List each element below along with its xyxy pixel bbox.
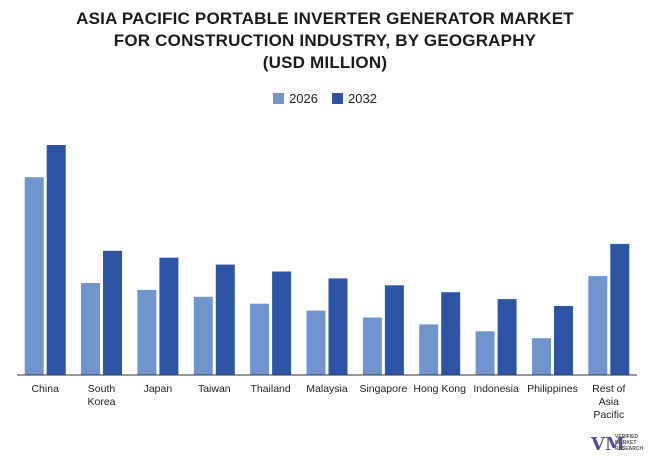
logo-line-1: VERIFIED bbox=[615, 434, 639, 440]
x-tick-label: Malaysia bbox=[306, 383, 348, 395]
x-tick-label: Hong Kong bbox=[413, 383, 466, 395]
legend-swatch-2026 bbox=[273, 93, 285, 104]
bar-2026-malaysia bbox=[306, 310, 326, 375]
x-tick-label: China bbox=[31, 383, 59, 395]
legend-label-2032: 2032 bbox=[348, 91, 377, 106]
bar-2032-taiwan bbox=[215, 264, 235, 375]
legend-item-2026: 2026 bbox=[273, 91, 318, 106]
legend-item-2032: 2032 bbox=[332, 91, 377, 106]
bar-2026-rest-of-asia-pacific bbox=[588, 276, 608, 375]
bar-2032-malaysia bbox=[328, 278, 348, 375]
x-tick-label: Philippines bbox=[527, 383, 578, 395]
bar-2026-philippines bbox=[532, 338, 551, 375]
bar-2032-hong-kong bbox=[441, 292, 461, 375]
legend-swatch-2032 bbox=[332, 93, 343, 104]
chart-title: ASIA PACIFIC PORTABLE INVERTER GENERATOR… bbox=[0, 8, 650, 74]
bar-2026-indonesia bbox=[475, 331, 495, 375]
bar-2026-taiwan bbox=[193, 296, 213, 375]
bar-2032-south-korea bbox=[103, 250, 122, 375]
bar-2032-indonesia bbox=[497, 299, 517, 375]
chart-title-line-2: FOR CONSTRUCTION INDUSTRY, BY GEOGRAPHY bbox=[113, 31, 537, 50]
logo-mark-icon: VM bbox=[591, 434, 625, 455]
bar-2032-singapore bbox=[384, 285, 404, 375]
bar-2026-thailand bbox=[250, 303, 270, 375]
logo-line-2: MARKET bbox=[615, 440, 637, 446]
x-tick-label: Indonesia bbox=[473, 383, 519, 395]
bar-2032-thailand bbox=[272, 271, 292, 375]
bar-2026-china bbox=[24, 177, 44, 375]
chart-title-line-3: (USD MILLION) bbox=[262, 53, 388, 72]
brand-logo: VM VERIFIED MARKET RESEARCH bbox=[591, 432, 649, 458]
bar-2026-south-korea bbox=[81, 283, 100, 375]
bar-2032-china bbox=[46, 145, 66, 375]
logo-line-3: RESEARCH bbox=[615, 446, 644, 452]
bar-2026-singapore bbox=[362, 317, 382, 375]
x-tick-label: Taiwan bbox=[198, 383, 231, 395]
x-tick-label: Japan bbox=[144, 383, 173, 395]
x-tick-label: Rest of Asia Pacific bbox=[592, 383, 625, 421]
bar-2026-japan bbox=[137, 289, 157, 375]
bar-2032-rest-of-asia-pacific bbox=[610, 243, 630, 375]
bar-2032-japan bbox=[159, 257, 179, 375]
x-tick-label: South Korea bbox=[87, 383, 115, 408]
logo-text: VERIFIED MARKET RESEARCH bbox=[615, 434, 643, 452]
legend-label-2026: 2026 bbox=[289, 91, 318, 106]
bar-2026-hong-kong bbox=[419, 324, 439, 375]
chart-legend: 2026 2032 bbox=[0, 91, 650, 106]
x-tick-label: Singapore bbox=[359, 383, 407, 395]
bar-2032-philippines bbox=[554, 306, 573, 375]
chart-title-line-1: ASIA PACIFIC PORTABLE INVERTER GENERATOR… bbox=[76, 9, 574, 28]
x-tick-label: Thailand bbox=[250, 383, 290, 395]
